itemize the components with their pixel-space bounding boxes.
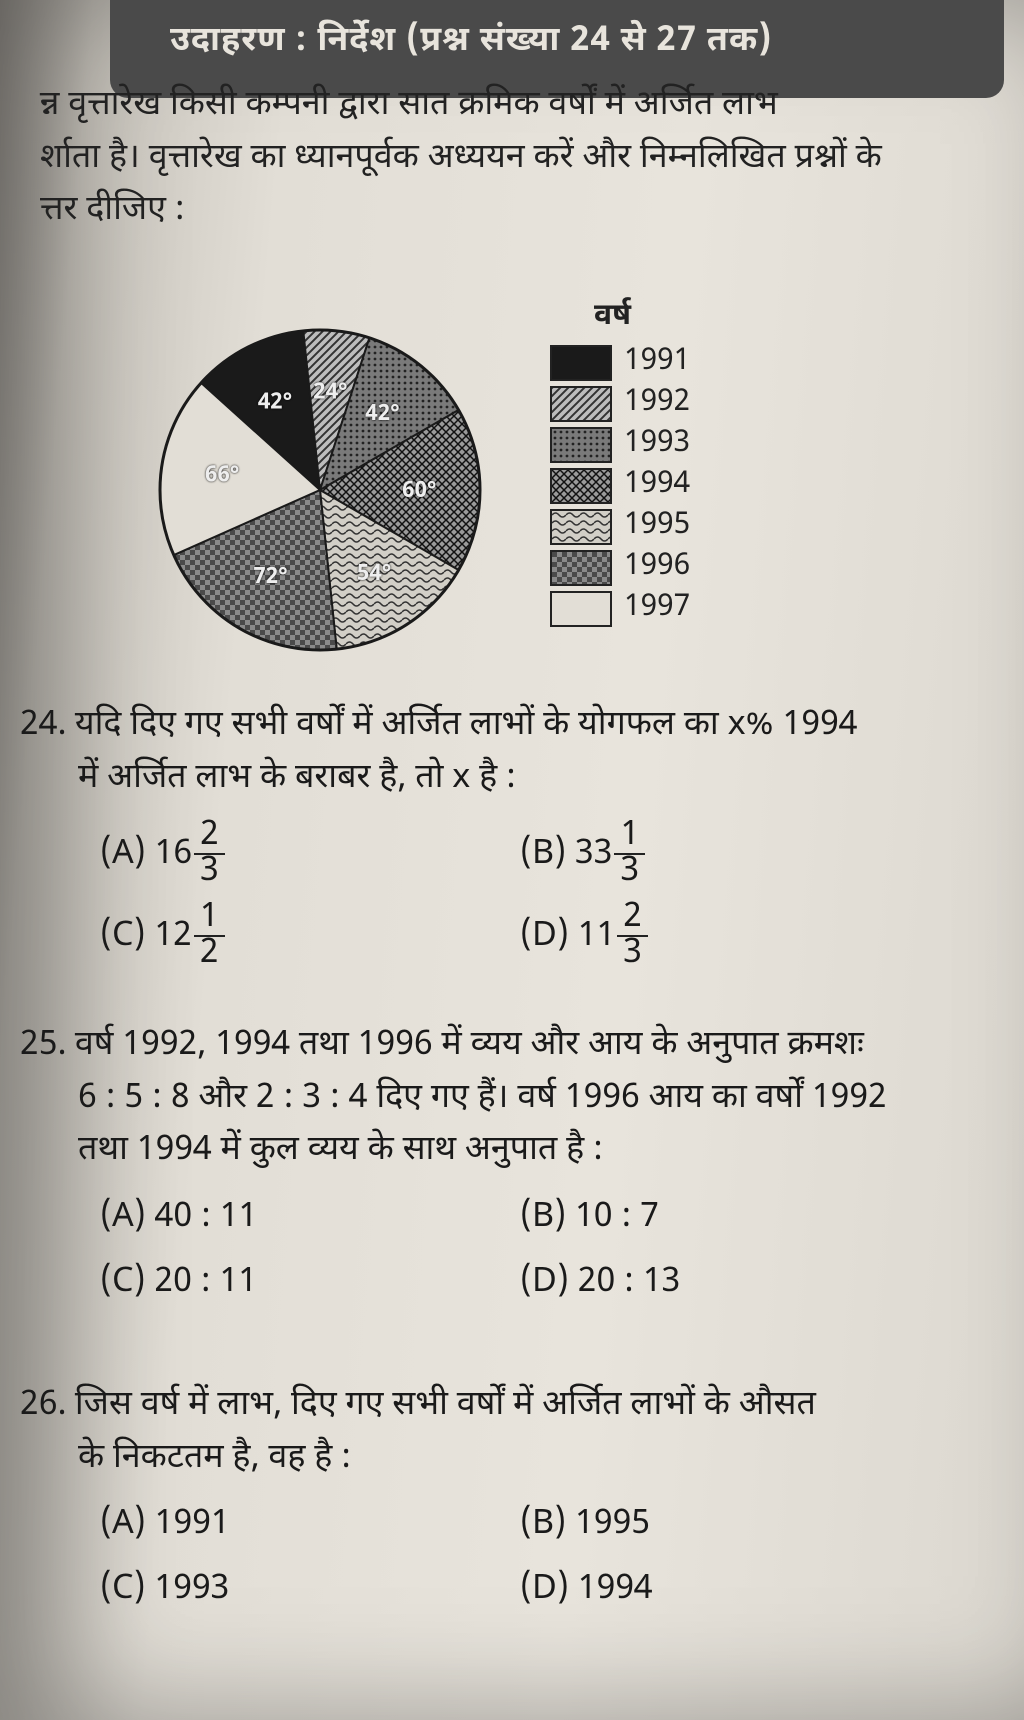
legend-swatch-1997 — [550, 591, 612, 627]
pie-slice-label-1997: 66° — [205, 461, 239, 490]
pie-slice-label-1994: 60° — [402, 477, 436, 506]
legend-label-1994: 1994 — [624, 466, 690, 505]
legend-swatch-1991 — [550, 345, 612, 381]
legend-row-1993: 1993 — [550, 425, 690, 464]
intro-line-2: र्शाता है। वृत्तारेख का ध्यानपूर्वक अध्य… — [40, 137, 882, 181]
legend-label-1996: 1996 — [624, 548, 690, 587]
q25-line-1: वर्ष 1992, 1994 तथा 1996 में व्यय और आय … — [75, 1024, 864, 1068]
pie-slice-label-1992: 24° — [313, 378, 347, 407]
legend-row-1995: 1995 — [550, 507, 690, 546]
legend: वर्ष 1991199219931994199519961997 — [550, 298, 690, 630]
q24-option-b: (B) 3313 — [520, 819, 940, 889]
pie-slice-label-1996: 72° — [253, 563, 287, 592]
pie-slice-label-1993: 42° — [365, 400, 399, 429]
q26-number: 26. — [20, 1380, 66, 1433]
question-26: 26. जिस वर्ष में लाभ, दिए गए सभी वर्षों … — [20, 1380, 984, 1623]
pie-slice-label-1991: 42° — [258, 389, 292, 418]
pie-chart-region: 42°24°42°60°54°72°66° वर्ष 1991199219931… — [150, 310, 870, 670]
q26-line-1: जिस वर्ष में लाभ, दिए गए सभी वर्षों में … — [75, 1384, 816, 1428]
legend-swatch-1995 — [550, 509, 612, 545]
legend-label-1997: 1997 — [624, 589, 690, 628]
legend-swatch-1994 — [550, 468, 612, 504]
q25-line-2: 6 : 5 : 8 और 2 : 3 : 4 दिए गए हैं। वर्ष … — [78, 1077, 887, 1121]
q25-options: (A) 40 : 11 (B) 10 : 7 (C) 20 : 11 (D) 2… — [100, 1186, 984, 1315]
legend-row-1992: 1992 — [550, 384, 690, 423]
question-24: 24. यदि दिए गए सभी वर्षों में अर्जित लाभ… — [20, 700, 984, 977]
legend-row-1996: 1996 — [550, 548, 690, 587]
intro-line-3: त्तर दीजिए : — [40, 189, 185, 233]
intro-line-1: न्न वृत्तारेख किसी कम्पनी द्वारा सात क्र… — [40, 84, 778, 128]
legend-swatch-1993 — [550, 427, 612, 463]
legend-label-1995: 1995 — [624, 507, 690, 546]
q26-option-a: (A) 1991 — [100, 1499, 520, 1552]
q26-line-2: के निकटतम है, वह है : — [78, 1437, 351, 1481]
question-25: 25. वर्ष 1992, 1994 तथा 1996 में व्यय और… — [20, 1020, 984, 1315]
legend-row-1997: 1997 — [550, 589, 690, 628]
legend-label-1992: 1992 — [624, 384, 690, 423]
legend-row-1991: 1991 — [550, 343, 690, 382]
q24-option-a: (A) 1623 — [100, 819, 520, 889]
q24-options: (A) 1623 (B) 3313 (C) 1212 (D) 1123 — [100, 813, 984, 977]
q24-line-2: में अर्जित लाभ के बराबर है, तो x है : — [78, 757, 516, 801]
q26-option-d: (D) 1994 — [520, 1564, 940, 1617]
q25-line-3: तथा 1994 में कुल व्यय के साथ अनुपात है : — [78, 1129, 603, 1173]
q24-line-1: यदि दिए गए सभी वर्षों में अर्जित लाभों क… — [75, 704, 858, 748]
pie-slice-label-1995: 54° — [357, 560, 391, 589]
legend-swatch-1992 — [550, 386, 612, 422]
q24-option-d: (D) 1123 — [520, 901, 940, 971]
legend-title: वर्ष — [594, 298, 690, 337]
legend-row-1994: 1994 — [550, 466, 690, 505]
scanned-page: उदाहरण : निर्देश (प्रश्न संख्या 24 से 27… — [0, 0, 1024, 1720]
q25-option-a: (A) 40 : 11 — [100, 1192, 520, 1245]
q24-number: 24. — [20, 700, 66, 753]
pie-chart: 42° 24° 42° 60° 54° 72° 66° — [150, 320, 510, 687]
q25-option-c: (C) 20 : 11 — [100, 1257, 520, 1310]
legend-label-1991: 1991 — [624, 343, 690, 382]
q24-option-c: (C) 1212 — [100, 901, 520, 971]
q26-option-b: (B) 1995 — [520, 1499, 940, 1552]
legend-label-1993: 1993 — [624, 425, 690, 464]
q26-option-c: (C) 1993 — [100, 1564, 520, 1617]
q25-number: 25. — [20, 1020, 66, 1073]
q26-options: (A) 1991 (B) 1995 (C) 1993 (D) 1994 — [100, 1493, 984, 1622]
legend-swatch-1996 — [550, 550, 612, 586]
q25-option-d: (D) 20 : 13 — [520, 1257, 940, 1310]
header-text: उदाहरण : निर्देश (प्रश्न संख्या 24 से 27… — [170, 20, 772, 64]
pie-svg: 42° 24° 42° 60° 54° 72° 66° — [150, 320, 510, 680]
q25-option-b: (B) 10 : 7 — [520, 1192, 940, 1245]
intro-paragraph: न्न वृत्तारेख किसी कम्पनी द्वारा सात क्र… — [40, 80, 984, 238]
